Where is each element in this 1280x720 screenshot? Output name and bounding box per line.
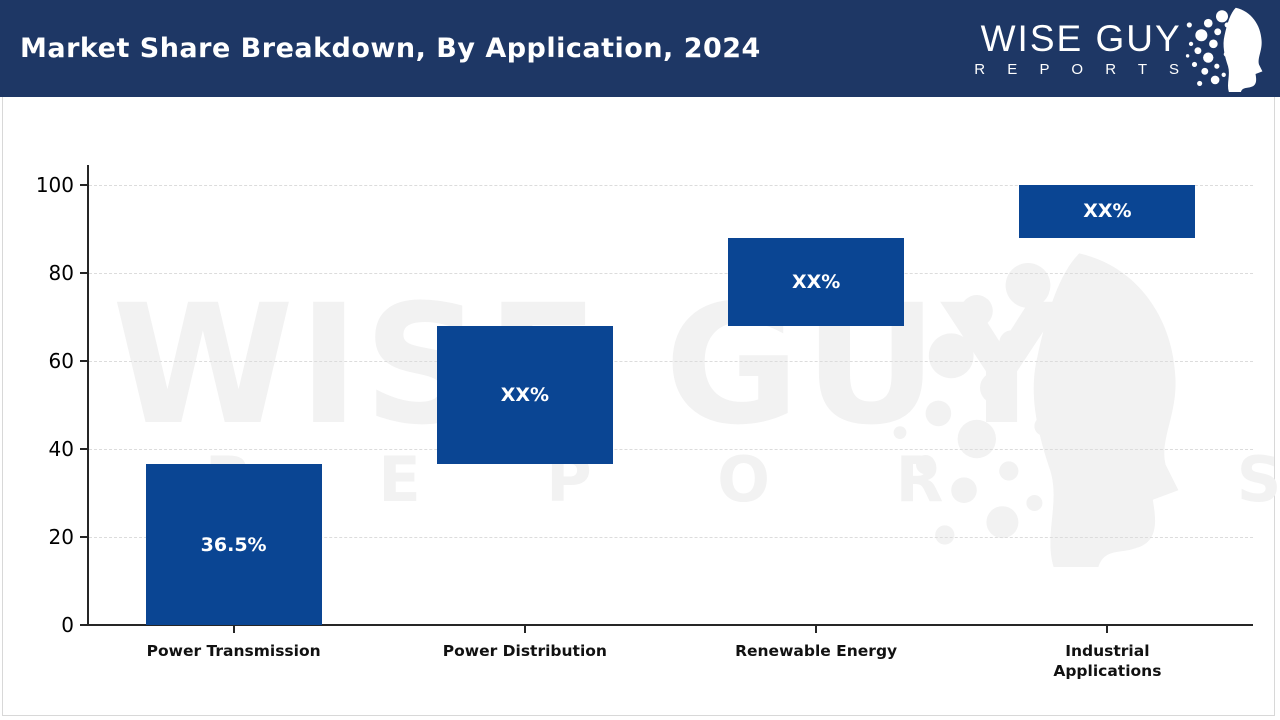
bar-segment: XX% [436,325,613,465]
x-tick-mark [815,626,818,633]
gridline [89,449,1253,450]
y-tick-mark [80,184,88,186]
gridline [89,361,1253,362]
waterfall-chart: WISE GUY R E P O R T S 0 20 40 60 80 100 36.5… [0,97,1280,717]
y-tick-label: 80 [48,261,74,285]
category-label: Industrial Applications [1053,642,1162,681]
gridline [89,185,1253,186]
brand-subname: R E P O R T S [974,60,1188,78]
brand-wordmark: WISE GUY R E P O R T S [974,20,1188,78]
y-tick-mark [80,272,88,274]
category-label: Power Transmission [146,642,321,660]
y-tick-label: 100 [35,173,74,197]
y-tick-mark [80,448,88,450]
x-tick-mark [232,626,235,633]
gridline [89,273,1253,274]
brand-face-icon [1185,7,1263,92]
bar-segment: XX% [1019,185,1196,238]
brand-logo: WISE GUY R E P O R T S [974,6,1280,92]
y-tick-label: 20 [48,525,74,549]
brand-name: WISE GUY [980,17,1182,59]
header-bar: Market Share Breakdown, By Application, … [0,0,1280,97]
y-tick-mark [80,624,88,626]
watermark-face-icon [893,253,1179,567]
y-axis-spine [87,165,89,626]
bar-value-label: XX% [500,384,550,407]
category-label: Renewable Energy [735,642,898,660]
category-label: Power Distribution [442,642,607,660]
bar-value-label: XX% [791,270,841,293]
y-tick-mark [80,536,88,538]
gridline [89,537,1253,538]
x-tick-mark [523,626,526,633]
y-tick-label: 0 [61,613,74,637]
x-tick-mark [1106,626,1109,633]
y-tick-label: 60 [48,349,74,373]
bar-segment: XX% [728,237,905,326]
bar-segment: 36.5% [145,464,322,625]
bar-value-label: XX% [1083,200,1132,223]
y-tick-mark [80,360,88,362]
bar-value-label: 36.5% [200,533,267,556]
x-axis-spine [87,624,1253,626]
page-title: Market Share Breakdown, By Application, … [20,33,761,64]
y-tick-label: 40 [48,437,74,461]
